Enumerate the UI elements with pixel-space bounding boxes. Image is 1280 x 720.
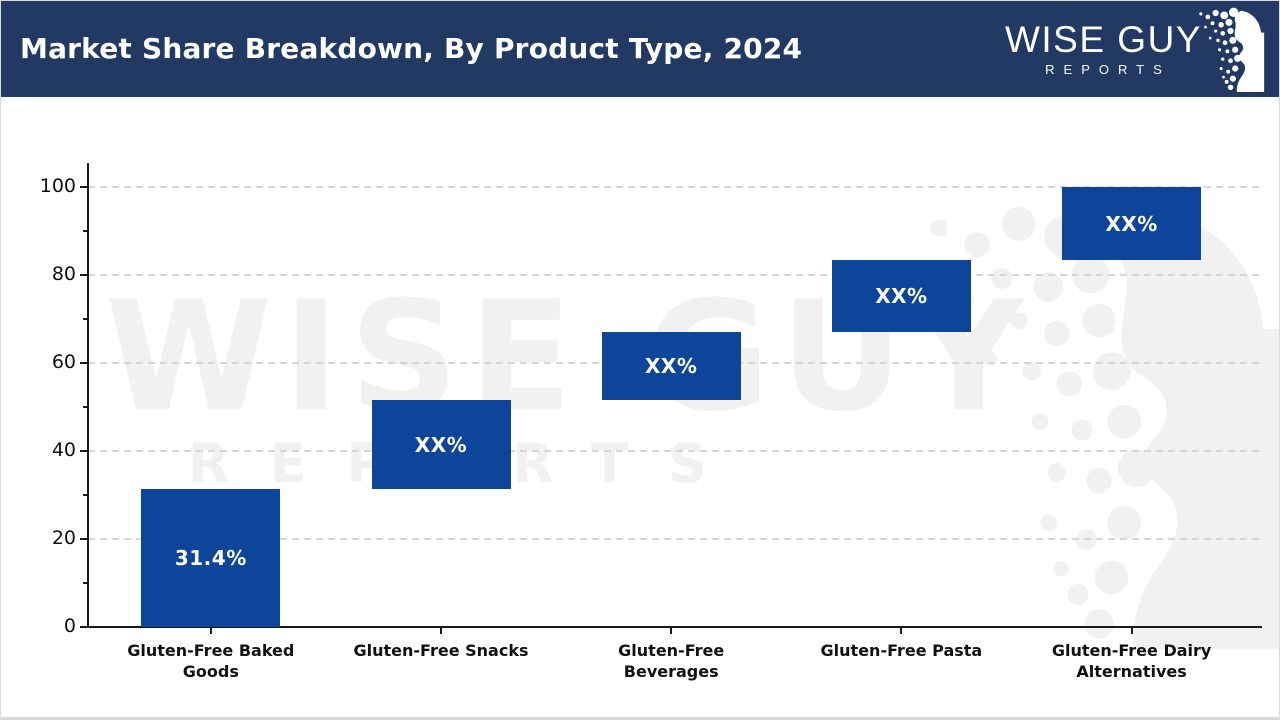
y-tick-mark bbox=[80, 450, 88, 452]
gridline bbox=[88, 274, 1262, 276]
x-category-label: Gluten-Free Baked Goods bbox=[86, 640, 336, 682]
bar-value-label: XX% bbox=[1105, 211, 1158, 236]
y-tick-label: 40 bbox=[51, 439, 76, 461]
x-category-label: Gluten-Free Pasta bbox=[776, 640, 1026, 661]
bar-segment: XX% bbox=[1062, 187, 1202, 261]
y-minor-tick-mark bbox=[83, 318, 88, 320]
x-tick-mark bbox=[900, 627, 903, 634]
y-minor-tick-mark bbox=[83, 582, 88, 584]
x-tick-mark bbox=[440, 627, 442, 634]
x-category-label: Gluten-Free Beverages bbox=[546, 640, 796, 682]
y-tick-mark bbox=[80, 538, 88, 540]
x-category-label-line: Gluten-Free Pasta bbox=[820, 641, 983, 660]
y-minor-tick-mark bbox=[83, 406, 88, 408]
y-tick-label: 100 bbox=[39, 175, 76, 197]
gridline bbox=[88, 186, 1262, 188]
x-category-label-line: Gluten-Free bbox=[618, 641, 725, 660]
gridline bbox=[88, 538, 1262, 540]
y-tick-label: 60 bbox=[51, 351, 76, 373]
x-category-label: Gluten-Free Dairy Alternatives bbox=[1007, 640, 1257, 682]
x-category-label-line: Gluten-Free Snacks bbox=[353, 641, 529, 660]
header: Market Share Breakdown, By Product Type,… bbox=[0, 0, 1280, 97]
bar-value-label: XX% bbox=[875, 283, 928, 308]
y-tick-label: 20 bbox=[51, 527, 76, 549]
logo-line1: WISE GUY bbox=[1004, 18, 1202, 60]
y-tick-mark bbox=[80, 186, 88, 188]
x-category-label-line: Goods bbox=[182, 662, 239, 681]
bar-value-label: XX% bbox=[414, 432, 468, 457]
x-axis-line bbox=[88, 626, 1262, 628]
page-title: Market Share Breakdown, By Product Type,… bbox=[20, 32, 803, 65]
head-logo-icon bbox=[1199, 7, 1265, 92]
y-minor-tick-mark bbox=[83, 230, 88, 232]
bar-value-label: 31.4% bbox=[174, 545, 247, 570]
logo: WISE GUY REPORTS bbox=[1005, 6, 1266, 92]
y-tick-label: 0 bbox=[63, 615, 76, 637]
gridline bbox=[88, 450, 1262, 452]
logo-line2: REPORTS bbox=[1045, 61, 1171, 77]
y-tick-label: 80 bbox=[51, 263, 76, 285]
bottom-divider bbox=[0, 717, 1280, 720]
bar-segment: XX% bbox=[371, 400, 511, 489]
x-category-label-line: Beverages bbox=[623, 662, 719, 681]
x-tick-mark bbox=[670, 627, 673, 634]
x-tick-mark bbox=[1130, 627, 1133, 634]
x-category-label: Gluten-Free Snacks bbox=[316, 640, 566, 661]
y-axis-line bbox=[87, 163, 89, 627]
y-tick-mark bbox=[80, 362, 88, 364]
bar-segment: XX% bbox=[601, 331, 741, 401]
y-tick-mark bbox=[80, 274, 88, 276]
bar-segment: XX% bbox=[831, 260, 971, 332]
bar-segment: 31.4% bbox=[141, 488, 281, 627]
x-tick-mark bbox=[209, 627, 212, 634]
x-category-label-line: Gluten-Free Baked bbox=[127, 641, 295, 660]
logo-wordmark: WISE GUY REPORTS bbox=[1004, 18, 1202, 77]
y-minor-tick-mark bbox=[83, 494, 88, 496]
bar-value-label: XX% bbox=[644, 354, 698, 379]
y-tick-mark bbox=[80, 626, 88, 628]
x-category-label-line: Alternatives bbox=[1076, 662, 1187, 681]
x-category-label-line: Gluten-Free Dairy bbox=[1051, 641, 1212, 660]
